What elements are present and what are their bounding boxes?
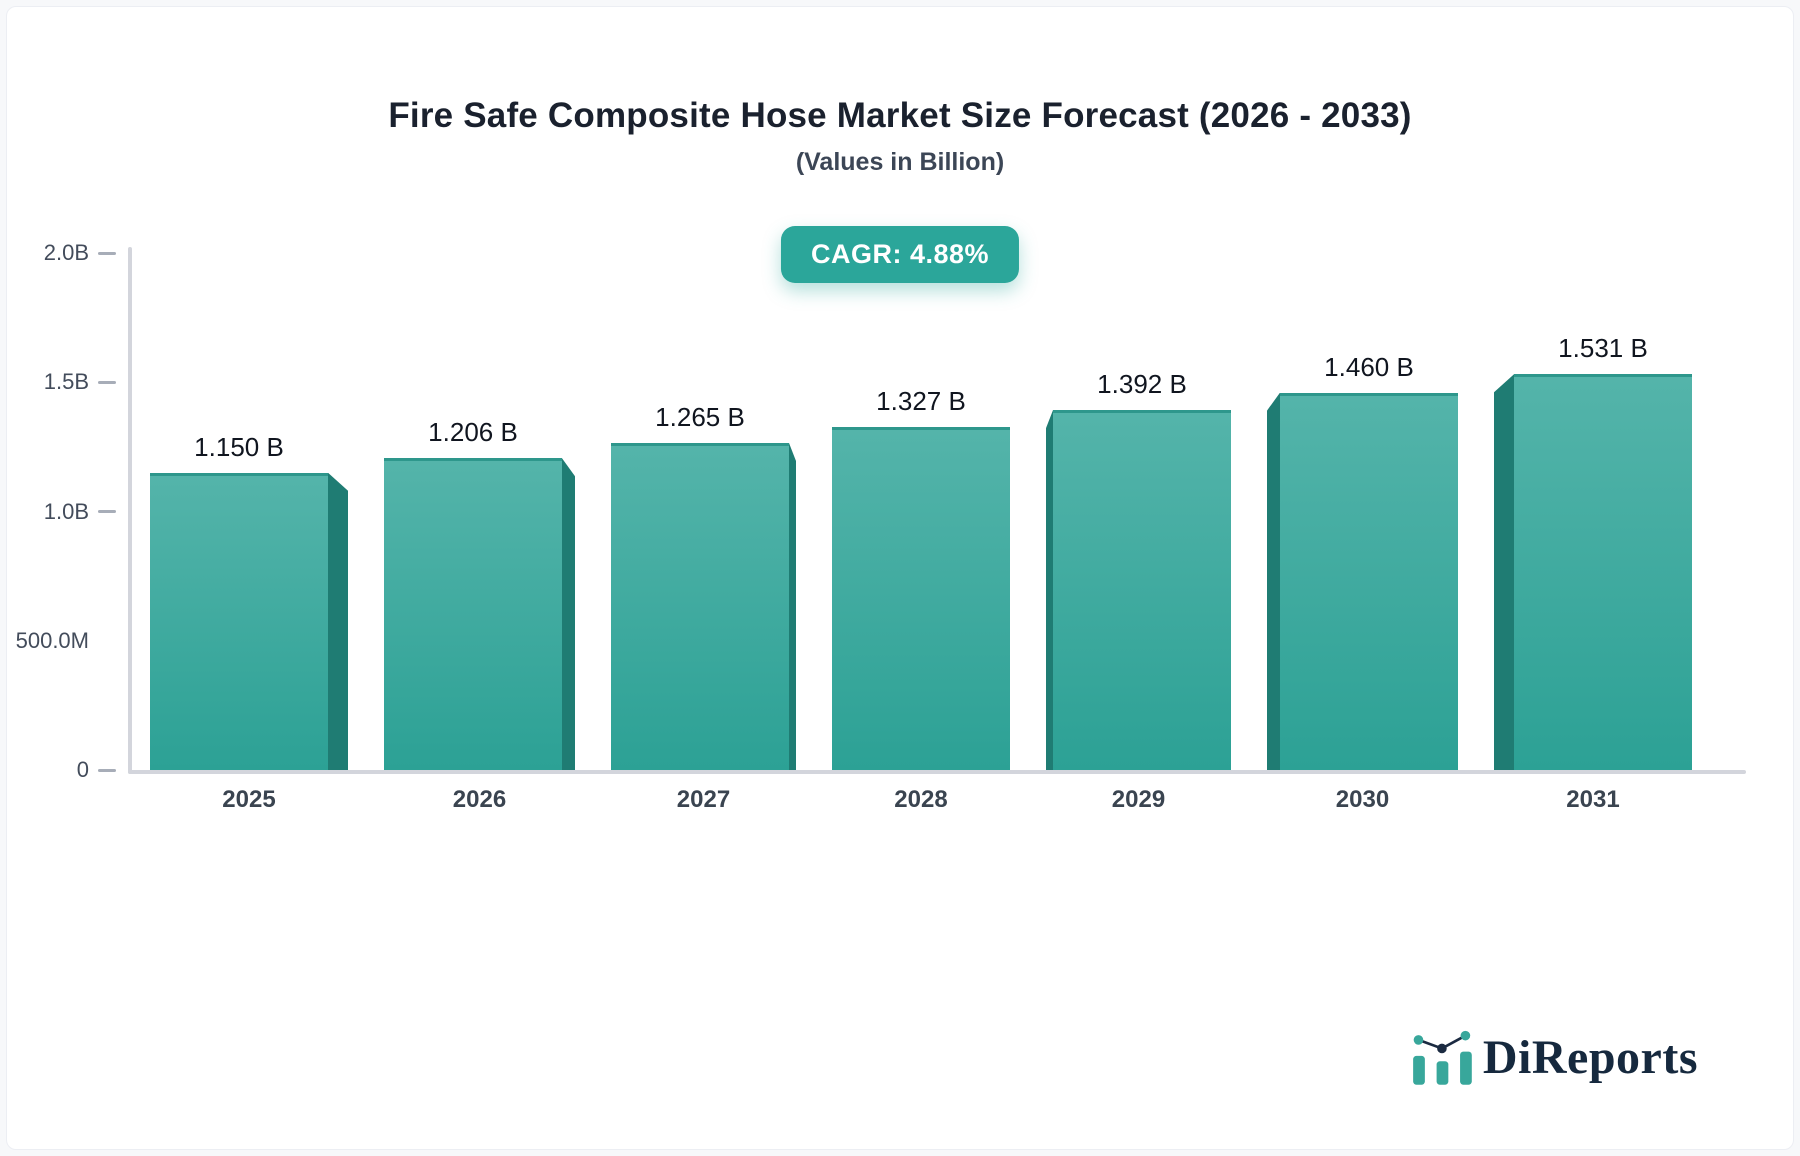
chart-subtitle: (Values in Billion) — [795, 148, 1005, 176]
chart-title: Fire Safe Composite Hose Market Size For… — [388, 96, 1412, 135]
direports-logo: DiReports — [1411, 1028, 1698, 1086]
y-tick-label: 1.0B — [43, 498, 89, 524]
bar: 1.150 B — [150, 432, 348, 770]
y-tick-mark — [98, 380, 116, 384]
y-axis: 2.0B 1.5B 1.0B 500.0M 0 — [0, 240, 116, 782]
bars-container: 1.150 B 2025 1.206 B 2026 1.265 B 2027 1.327 B… — [150, 253, 1692, 813]
bar-value-label: 1.392 B — [1097, 369, 1187, 400]
x-axis-label: 2029 — [1111, 786, 1166, 813]
x-axis-label: 2028 — [894, 786, 948, 813]
y-tick-mark — [98, 768, 116, 772]
bar-side-face — [328, 472, 348, 770]
x-axis-label: 2031 — [1566, 786, 1620, 813]
bar-group: 1.327 B 2028 — [832, 253, 1010, 813]
bar-value-label: 1.460 B — [1324, 351, 1414, 382]
bar-group: 1.531 B 2031 — [1494, 253, 1692, 813]
x-axis-label: 2026 — [452, 786, 507, 813]
bar-value-label: 1.531 B — [1558, 333, 1648, 364]
cagr-badge-label: CAGR: 4.88% — [810, 239, 990, 269]
bar: 1.265 B — [611, 402, 796, 770]
bar: 1.206 B — [384, 417, 575, 770]
bar-side-face — [562, 458, 575, 770]
bar-group: 1.150 B 2025 — [150, 253, 348, 813]
bar: 1.460 B — [1267, 352, 1458, 770]
bar-face — [1514, 374, 1692, 770]
bar-face — [1280, 392, 1458, 770]
bar-group: 1.392 B 2029 — [1046, 253, 1231, 813]
x-axis-label: 2027 — [676, 786, 731, 813]
bar-value-label: 1.206 B — [428, 417, 518, 448]
y-tick: 0 — [77, 757, 116, 783]
bar-face — [832, 426, 1010, 770]
bar-face — [611, 443, 789, 770]
bar-group: 1.460 B 2030 — [1267, 253, 1458, 813]
bar-face — [150, 472, 328, 770]
bar-value-label: 1.327 B — [876, 385, 966, 416]
bar-side-face — [1046, 410, 1053, 770]
x-axis-baseline — [128, 770, 1746, 774]
x-axis-label: 2025 — [222, 786, 276, 813]
y-tick-label: 1.5B — [43, 369, 89, 395]
cagr-badge: CAGR: 4.88% — [780, 226, 1020, 283]
y-tick-label: 500.0M — [15, 627, 89, 653]
x-axis-label: 2030 — [1335, 786, 1390, 813]
y-tick: 1.5B — [44, 369, 116, 395]
y-tick: 1.0B — [44, 499, 116, 525]
bar-group: 1.265 B 2027 — [611, 253, 796, 813]
y-tick-mark — [98, 251, 116, 255]
y-tick-label: 2.0B — [43, 240, 89, 265]
y-tick-label: 0 — [76, 757, 89, 782]
bar-value-label: 1.265 B — [655, 402, 745, 432]
y-axis-line — [128, 247, 132, 774]
y-tick: 2.0B — [44, 240, 116, 266]
bar-value-label: 1.150 B — [194, 431, 284, 462]
y-tick: 500.0M — [16, 628, 116, 654]
bar-face — [1053, 410, 1231, 770]
bar-side-face — [1494, 374, 1514, 770]
bar-side-face — [1267, 392, 1280, 770]
bar: 1.531 B — [1494, 333, 1692, 770]
y-tick-mark — [98, 510, 116, 513]
direports-logo-text: DiReports — [1482, 1030, 1698, 1084]
bar-face — [384, 458, 562, 770]
bar-chart-logo-icon — [1412, 1030, 1472, 1085]
bar: 1.327 B — [832, 386, 1010, 770]
bar-side-face — [789, 443, 796, 770]
bar-group: 1.206 B 2026 — [384, 253, 575, 813]
bar: 1.392 B — [1046, 369, 1231, 770]
